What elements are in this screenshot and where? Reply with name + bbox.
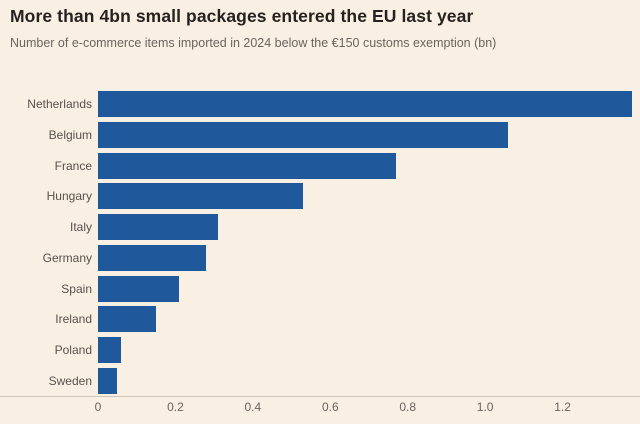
bar-track xyxy=(98,244,640,271)
bar-row: Sweden xyxy=(0,365,640,396)
category-label: Italy xyxy=(69,220,92,235)
bar-track xyxy=(98,214,640,241)
bar-row: Spain xyxy=(0,273,640,304)
x-tick-label: 0.8 xyxy=(399,400,417,414)
bar-row: France xyxy=(0,150,640,181)
bar-row: Hungary xyxy=(0,181,640,212)
bar-track xyxy=(98,306,640,333)
category-label: Germany xyxy=(42,250,92,265)
x-tick-label: 0.6 xyxy=(321,400,339,414)
bar-track xyxy=(98,336,640,363)
x-tick-label: 0.4 xyxy=(244,400,262,414)
bar-row: Netherlands xyxy=(0,89,640,120)
bar-netherlands xyxy=(98,91,633,118)
bar-hungary xyxy=(98,183,304,210)
bar-track xyxy=(98,91,640,118)
category-label: France xyxy=(54,158,92,173)
chart-subtitle: Number of e-commerce items imported in 2… xyxy=(10,36,497,50)
category-label: Poland xyxy=(54,342,92,357)
category-label: Netherlands xyxy=(27,97,92,112)
bar-belgium xyxy=(98,122,509,149)
x-axis: 0 0.2 0.4 0.6 0.8 1.0 1.2 xyxy=(94,400,640,416)
bar-track xyxy=(98,122,640,149)
bar-row: Germany xyxy=(0,243,640,274)
bar-sweden xyxy=(98,367,118,394)
bar-germany xyxy=(98,244,207,271)
plot-area: Netherlands Belgium France Hungary Italy Germ… xyxy=(0,89,640,397)
bar-row: Poland xyxy=(0,335,640,366)
bar-track xyxy=(98,152,640,179)
bar-track xyxy=(98,367,640,394)
chart-title: More than 4bn small packages entered the… xyxy=(10,6,474,26)
bar-row: Ireland xyxy=(0,304,640,335)
bar-track xyxy=(98,275,640,302)
x-tick-label: 1.2 xyxy=(554,400,571,414)
category-label: Spain xyxy=(61,281,92,296)
bar-spain xyxy=(98,275,180,302)
category-label: Hungary xyxy=(46,189,92,204)
bar-italy xyxy=(98,214,218,241)
category-label: Ireland xyxy=(55,312,92,327)
bar-france xyxy=(98,152,397,179)
bar-row: Belgium xyxy=(0,120,640,151)
bar-row: Italy xyxy=(0,212,640,243)
bar-ireland xyxy=(98,306,157,333)
x-tick-label: 0.2 xyxy=(167,400,184,414)
x-tick-label: 1.0 xyxy=(476,400,494,414)
category-label: Sweden xyxy=(48,373,92,388)
bar-track xyxy=(98,183,640,210)
bar-poland xyxy=(98,336,122,363)
x-tick-label: 0 xyxy=(94,400,102,414)
category-label: Belgium xyxy=(48,128,92,143)
